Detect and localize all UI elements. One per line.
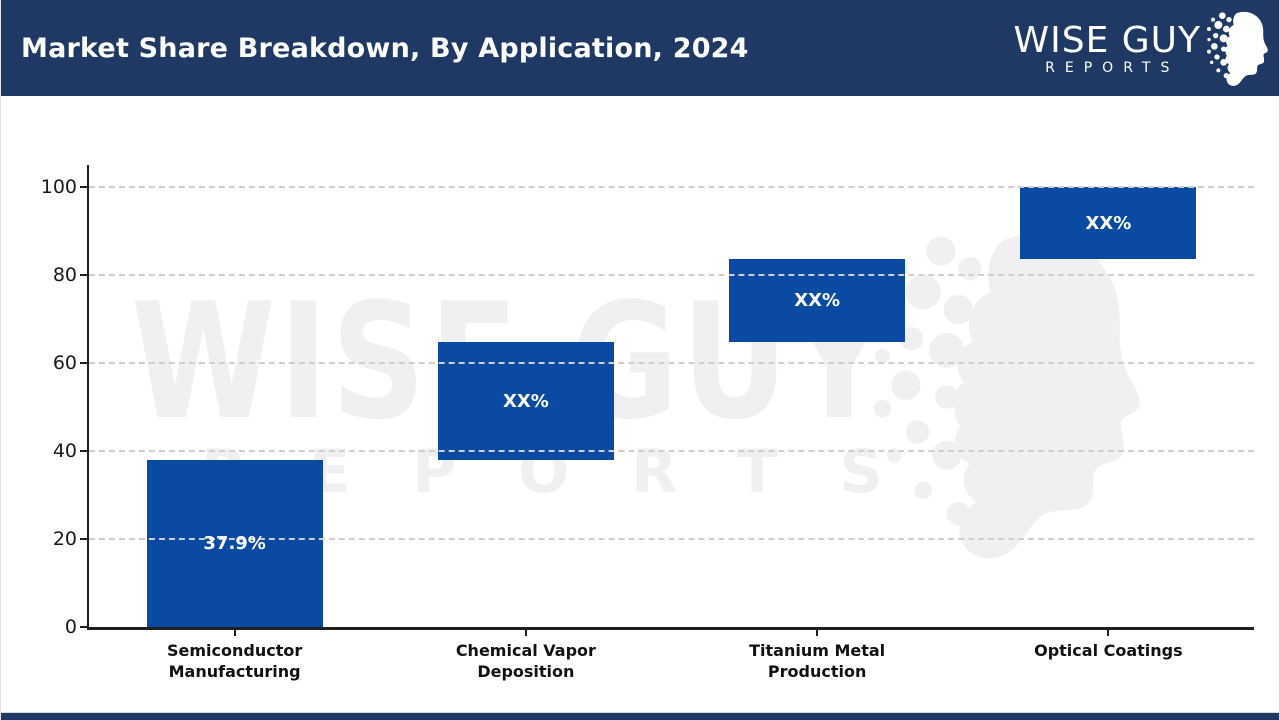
bottom-accent-bar: [1, 713, 1279, 720]
logo-wordmark: WISE GUY: [1013, 19, 1201, 61]
header-bar: Market Share Breakdown, By Application, …: [1, 0, 1279, 96]
y-axis-line: [87, 165, 89, 630]
logo-head-icon: [1207, 11, 1268, 86]
y-axis-tick-mark-40: [80, 450, 87, 452]
gridline-60: [89, 362, 1254, 364]
bar-value-label-optical-coatings: XX%: [1085, 212, 1132, 234]
y-axis-tick-label-100: 100: [40, 176, 77, 198]
x-axis-category-label-semiconductor-manufacturing: Semiconductor Manufacturing: [166, 641, 303, 681]
bar-chemical-vapor-deposition: [437, 341, 614, 461]
x-axis-category-label-chemical-vapor-deposition: Chemical Vapor Deposition: [455, 641, 596, 681]
y-axis-tick-mark-0: [80, 626, 87, 628]
y-axis-tick-mark-60: [80, 362, 87, 364]
gridline-20: [89, 538, 1254, 540]
x-axis-category-label-titanium-metal-production: Titanium Metal Production: [749, 641, 886, 681]
bar-optical-coatings: [1020, 187, 1197, 260]
logo-text: WISE GUY REPORTS: [1013, 19, 1202, 77]
bar-value-label-chemical-vapor-deposition: XX%: [502, 390, 549, 412]
y-axis-tick-label-20: 20: [52, 528, 77, 550]
y-axis-tick-label-40: 40: [52, 440, 77, 462]
bar-titanium-metal-production: [729, 259, 906, 342]
x-axis-tick-mark-semiconductor-manufacturing: [233, 630, 236, 636]
bar-semiconductor-manufacturing: [146, 460, 323, 627]
y-axis-tick-label-80: 80: [52, 264, 77, 286]
x-axis-category-label-optical-coatings: Optical Coatings: [1034, 641, 1183, 660]
y-axis-tick-label-60: 60: [52, 352, 77, 374]
bar-value-label-semiconductor-manufacturing: 37.9%: [203, 533, 266, 555]
y-axis-tick-mark-80: [80, 274, 87, 276]
gridline-40: [89, 450, 1254, 452]
gridline-80: [89, 274, 1254, 276]
x-axis-tick-mark-chemical-vapor-deposition: [524, 630, 527, 636]
y-axis-tick-mark-100: [80, 186, 87, 188]
chart-title: Market Share Breakdown, By Application, …: [21, 32, 749, 64]
bar-value-label-titanium-metal-production: XX%: [794, 290, 841, 312]
gridline-100: [89, 186, 1254, 188]
y-axis-tick-label-0: 0: [64, 616, 77, 638]
wise-guy-reports-logo: WISE GUY REPORTS: [1014, 8, 1272, 90]
y-axis-tick-mark-20: [80, 538, 87, 540]
logo-subtext: REPORTS: [1045, 60, 1180, 77]
x-axis-tick-mark-optical-coatings: [1107, 630, 1110, 636]
x-axis-line: [87, 627, 1254, 630]
bottom-hairline: [1, 712, 1279, 713]
x-axis-tick-mark-titanium-metal-production: [816, 630, 819, 636]
